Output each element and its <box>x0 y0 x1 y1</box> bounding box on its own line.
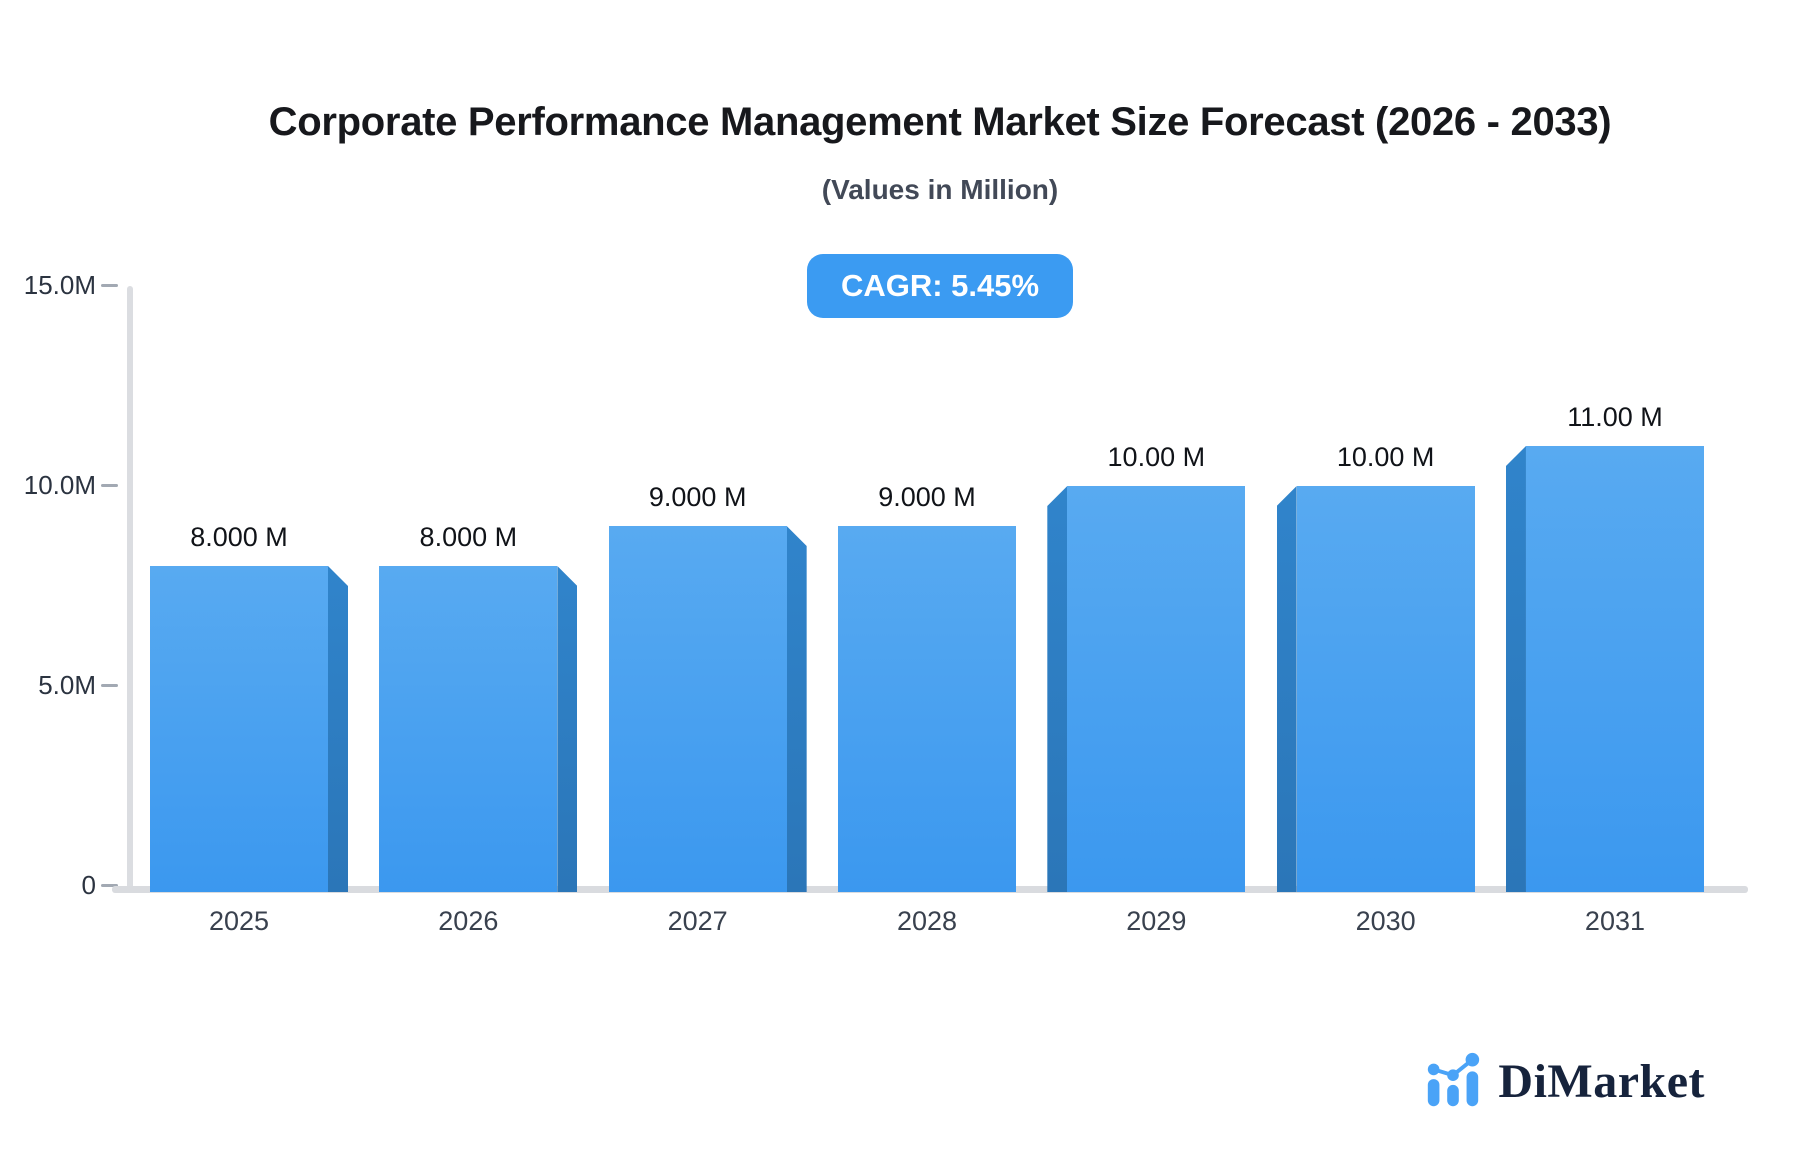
chart-title: Corporate Performance Management Market … <box>268 100 1612 144</box>
x-axis-label: 2025 <box>208 906 270 936</box>
bar <box>1525 446 1704 892</box>
y-axis-tick-mark <box>101 484 118 487</box>
bar-side-face <box>328 566 348 892</box>
x-axis-label: 2028 <box>896 906 958 936</box>
cagr-badge-row: CAGR: 5.45% <box>80 254 1800 318</box>
bar <box>1296 486 1475 892</box>
x-axis-label: 2026 <box>438 906 499 936</box>
x-axis-label: 2030 <box>1355 906 1416 936</box>
dimarket-logo-icon <box>1428 1052 1480 1107</box>
x-axis-label: 2029 <box>1126 906 1187 936</box>
bar-value-label: 8.000 M <box>190 522 288 552</box>
bar <box>837 526 1016 892</box>
y-axis-tick-label: 0 <box>81 870 96 900</box>
y-axis-tick-mark <box>101 284 118 287</box>
bar-value-label: 11.00 M <box>1567 402 1663 432</box>
y-axis-tick-mark <box>101 684 118 687</box>
y-axis-tick-label: 5.0M <box>38 670 96 700</box>
y-axis-tick-label: 10.0M <box>23 470 96 500</box>
chart-subtitle: (Values in Million) <box>821 174 1059 205</box>
bar-side-face <box>1047 486 1068 892</box>
bar <box>379 566 558 892</box>
brand-logo: DiMarket <box>1422 1050 1705 1112</box>
bar-value-label: 10.00 M <box>1336 442 1435 472</box>
x-axis-label: 2031 <box>1584 906 1645 936</box>
bar-side-face <box>1505 446 1526 892</box>
bar <box>1067 486 1246 892</box>
bar-side-face <box>557 566 578 892</box>
y-axis-tick-label: 15.0M <box>23 270 96 300</box>
bar <box>150 566 328 892</box>
bar-value-label: 8.000 M <box>419 522 518 552</box>
bar-side-face <box>1276 486 1297 892</box>
cagr-badge: CAGR: 5.45% <box>806 254 1074 318</box>
bar-side-face <box>786 526 807 892</box>
y-axis-tick-mark <box>101 884 118 887</box>
x-axis-label: 2027 <box>667 906 728 936</box>
bar-value-label: 9.000 M <box>878 482 976 512</box>
bar <box>608 526 787 892</box>
y-axis-line <box>127 286 133 892</box>
bar-value-label: 9.000 M <box>648 482 747 512</box>
brand-name: DiMarket <box>1498 1054 1705 1108</box>
bar-value-label: 10.00 M <box>1107 442 1206 472</box>
